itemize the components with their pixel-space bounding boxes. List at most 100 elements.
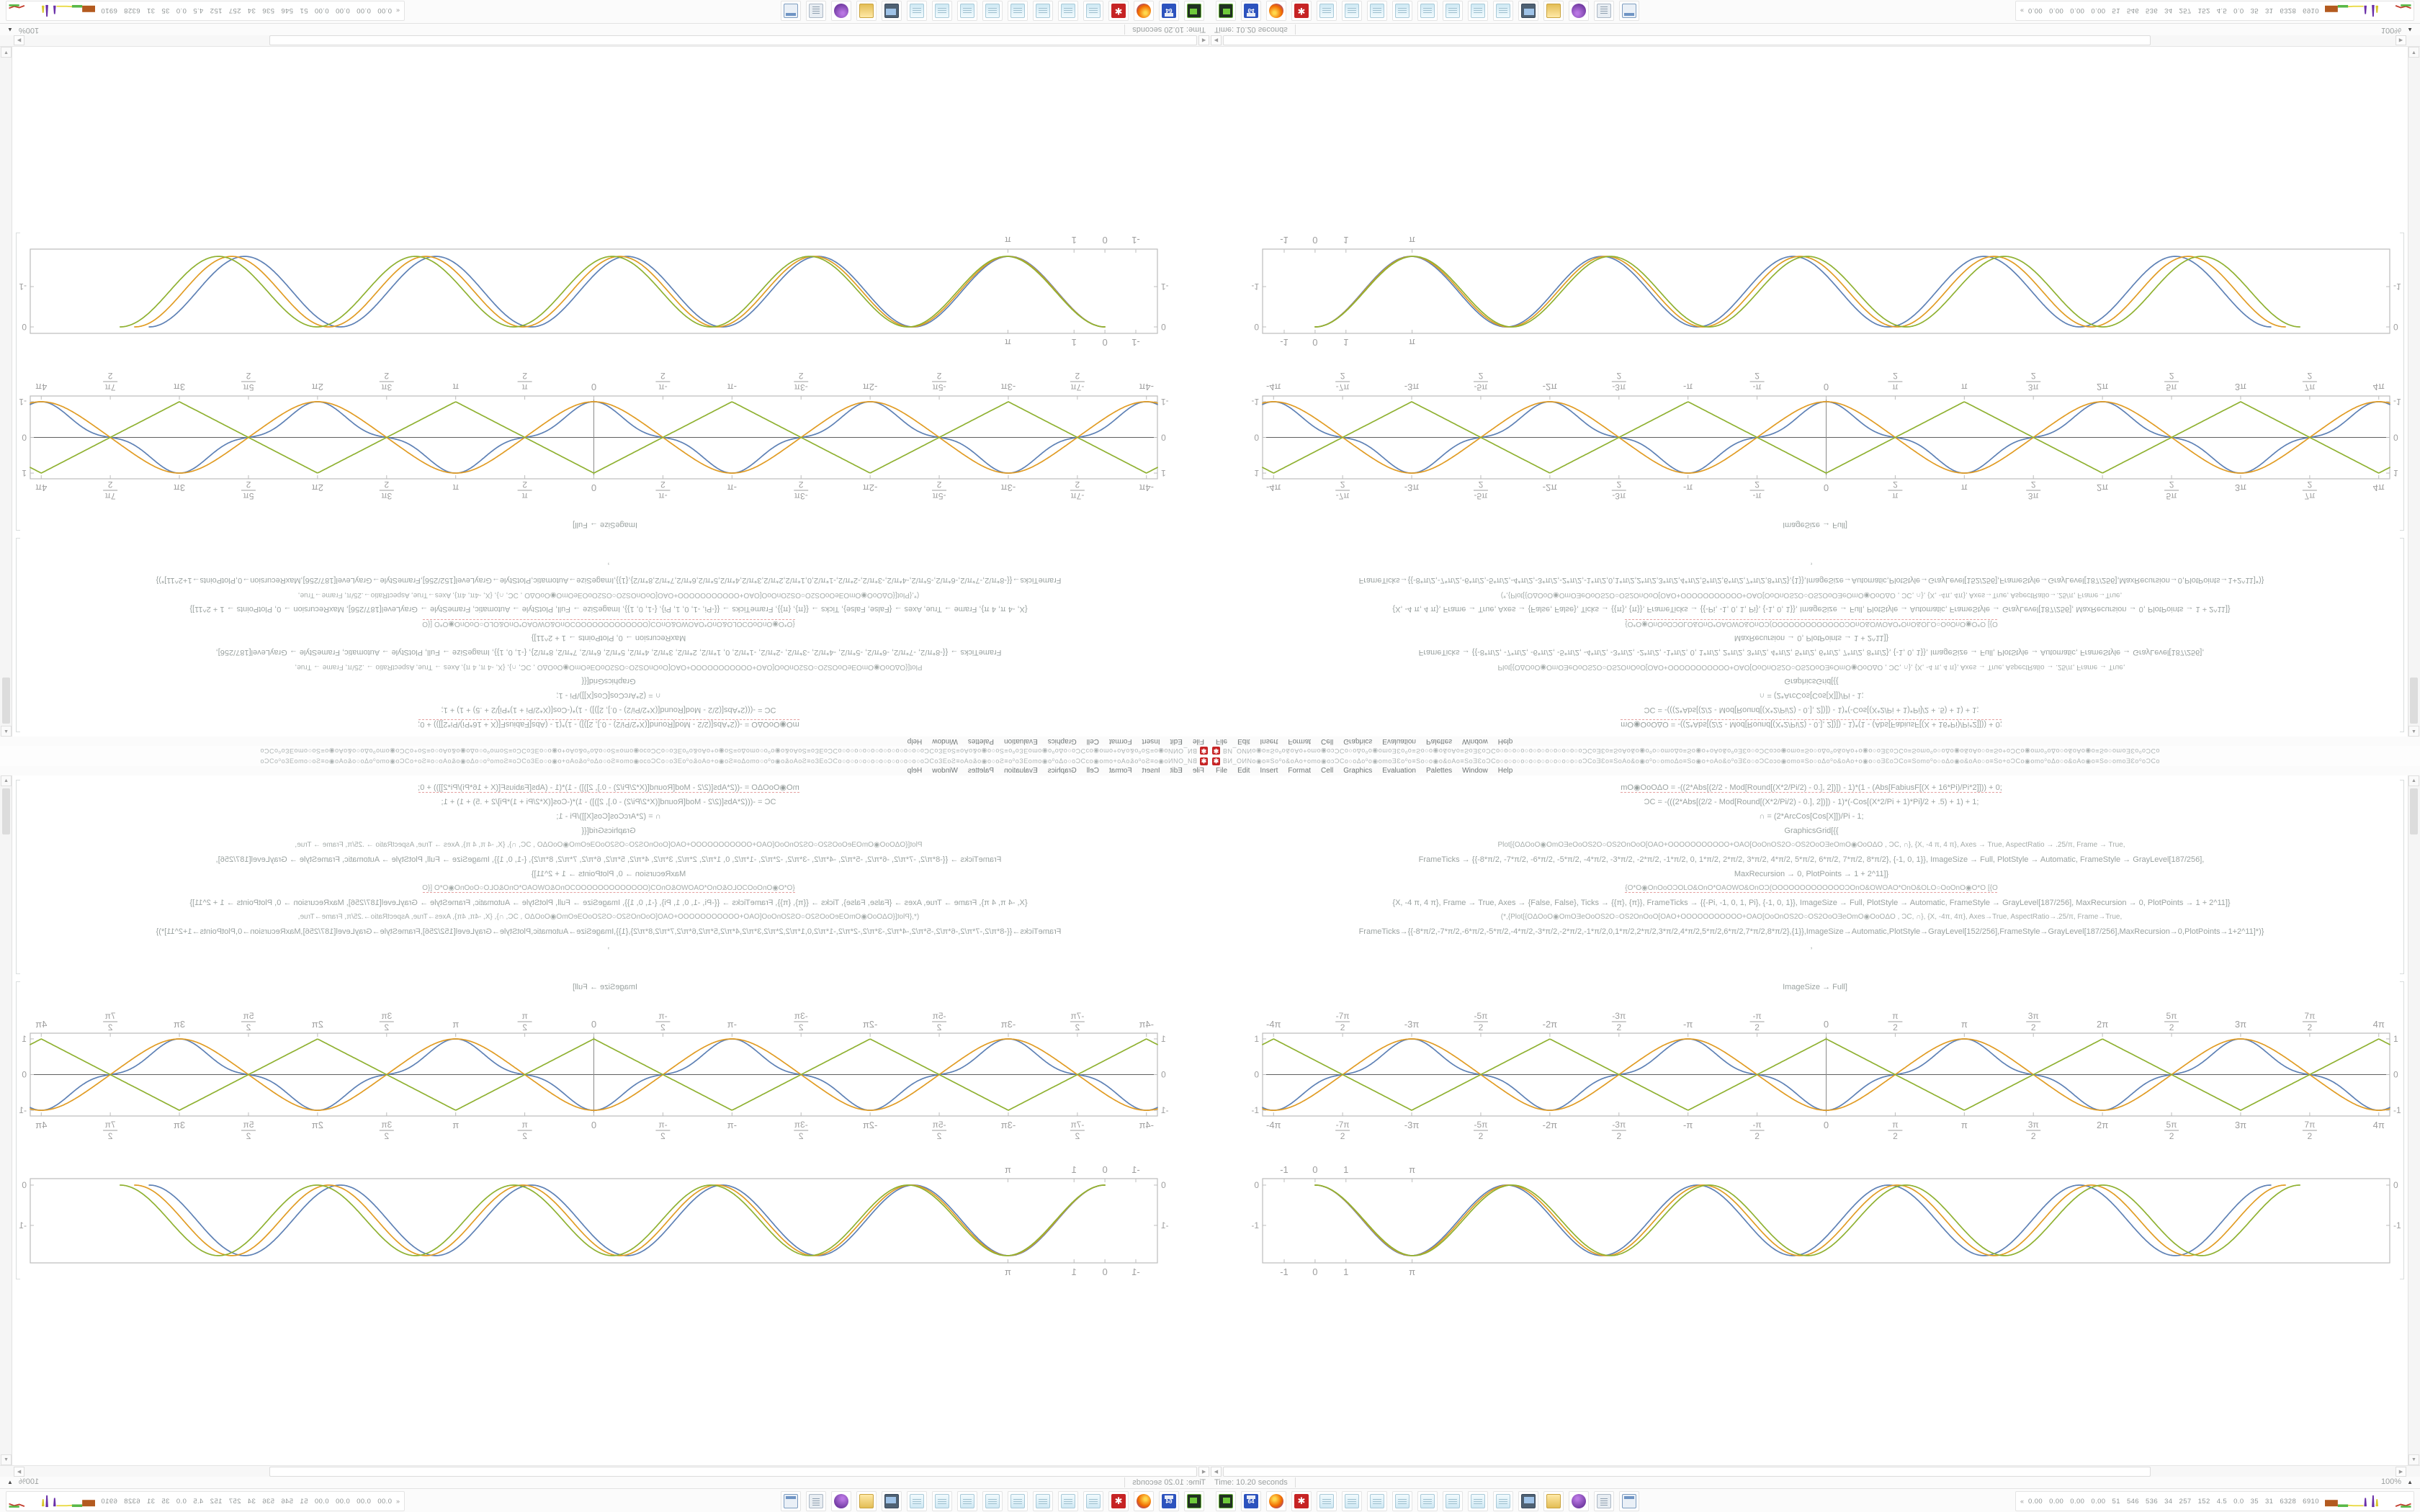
menu-evaluation[interactable]: Evaluation — [1382, 767, 1416, 775]
taskbar-icon-notepad-8[interactable] — [1493, 1491, 1513, 1511]
taskbar-icon-mathematica[interactable]: ✱ — [1291, 1491, 1312, 1511]
scroll-down-icon[interactable]: ▼ — [2408, 1454, 2419, 1465]
zoom-popup-icon[interactable]: ▲ — [2407, 27, 2413, 34]
menu-edit[interactable]: Edit — [1237, 737, 1250, 745]
taskbar-icon-folder[interactable] — [1543, 1491, 1564, 1511]
taskbar-icon-document-viewer[interactable] — [1594, 1, 1614, 21]
taskbar-icon-notepad-5[interactable] — [982, 1491, 1003, 1511]
menu-file[interactable]: File — [1216, 737, 1228, 745]
taskbar-icon-remote-desktop[interactable] — [882, 1491, 902, 1511]
menu-help[interactable]: Help — [1497, 737, 1513, 745]
magnification-control[interactable]: 100% ▲ — [2381, 1477, 2413, 1486]
tray-chevron-icon[interactable]: « — [395, 7, 400, 14]
taskbar-icon-firefox[interactable] — [1134, 1, 1154, 21]
taskbar-icon-notepad-4[interactable] — [1008, 1, 1028, 21]
tray-chevron-icon[interactable]: « — [395, 1498, 400, 1505]
vertical-scroll-thumb[interactable] — [2410, 788, 2418, 834]
magnification-control[interactable]: 100% ▲ — [2381, 26, 2413, 35]
taskbar-icon-notepad-1[interactable] — [1083, 1, 1103, 21]
notebook-content[interactable]: mO◉OoOΔO = -((2*Abs[(2/2 - Mod[Round[(X*… — [0, 775, 1210, 1465]
window-titlebar[interactable]: ✱ BИ_OИNo◉o≡So⁰o&oAo+omo◉oɔƆCo○oΔo⁰o◉omo… — [0, 746, 1210, 756]
taskbar-icon-remote-desktop[interactable] — [1518, 1, 1538, 21]
taskbar-icon-document-viewer[interactable] — [806, 1491, 826, 1511]
magnification-control[interactable]: 100% ▲ — [7, 1477, 39, 1486]
taskbar-icon-document-viewer[interactable] — [1594, 1491, 1614, 1511]
taskbar-icon-folder[interactable] — [856, 1491, 877, 1511]
menu-edit[interactable]: Edit — [1170, 767, 1183, 775]
horizontal-scrollbar[interactable]: ◀ ▶ — [1210, 1465, 2420, 1477]
taskbar-icon-hwinfo64[interactable]: 64 — [1159, 1, 1179, 21]
notebook-content[interactable]: mO◉OoOΔO = -((2*Abs[(2/2 - Mod[Round[(X*… — [1210, 47, 2420, 737]
notebook-content[interactable]: mO◉OoOΔO = -((2*Abs[(2/2 - Mod[Round[(X*… — [0, 47, 1210, 737]
menu-cell[interactable]: Cell — [1321, 767, 1334, 775]
menu-palettes[interactable]: Palettes — [1426, 737, 1453, 745]
scroll-left-icon[interactable]: ◀ — [1211, 1467, 1222, 1477]
taskbar-icon-notepad-1[interactable] — [1083, 1491, 1103, 1511]
menu-edit[interactable]: Edit — [1170, 737, 1183, 745]
scroll-down-icon[interactable]: ▼ — [1, 47, 12, 58]
taskbar-icon-firefox[interactable] — [1134, 1491, 1154, 1511]
taskbar-icon-notepad-2[interactable] — [1342, 1491, 1362, 1511]
scroll-right-icon[interactable]: ▶ — [14, 1467, 24, 1477]
taskbar-icon-notepad-3[interactable] — [1367, 1, 1387, 21]
scroll-right-icon[interactable]: ▶ — [14, 35, 24, 45]
cell-bracket-plots[interactable] — [16, 981, 20, 1279]
menu-palettes[interactable]: Palettes — [967, 767, 994, 775]
taskbar-icon-window-app[interactable] — [1619, 1491, 1639, 1511]
taskbar-icon-remote-desktop[interactable] — [882, 1, 902, 21]
horizontal-scroll-track[interactable] — [269, 1467, 1197, 1477]
tray-chevron-icon[interactable]: « — [2020, 1498, 2025, 1505]
menu-help[interactable]: Help — [907, 737, 923, 745]
vertical-scroll-thumb[interactable] — [2, 678, 10, 724]
taskbar-icon-notepad-6[interactable] — [957, 1491, 977, 1511]
menu-file[interactable]: File — [1192, 737, 1204, 745]
taskbar-icon-firefox[interactable] — [1266, 1491, 1286, 1511]
menu-window[interactable]: Window — [932, 767, 958, 775]
menu-help[interactable]: Help — [907, 767, 923, 775]
menu-help[interactable]: Help — [1497, 767, 1513, 775]
menu-evaluation[interactable]: Evaluation — [1382, 737, 1416, 745]
menu-cell[interactable]: Cell — [1086, 737, 1099, 745]
taskbar-icon-mathematica[interactable]: ✱ — [1108, 1, 1129, 21]
taskbar-icon-notepad-5[interactable] — [1417, 1, 1438, 21]
taskbar-icon-hwinfo64[interactable]: 64 — [1241, 1, 1261, 21]
cell-bracket-code[interactable] — [16, 780, 20, 974]
scroll-right-icon[interactable]: ▶ — [2396, 35, 2406, 45]
scroll-left-icon[interactable]: ◀ — [1211, 35, 1222, 45]
horizontal-scrollbar[interactable]: ◀ ▶ — [1210, 35, 2420, 47]
tray-chevron-icon[interactable]: « — [2020, 7, 2025, 14]
scroll-up-icon[interactable]: ▲ — [2408, 726, 2419, 737]
taskbar-icon-notepad-3[interactable] — [1033, 1, 1053, 21]
taskbar-icon-system-monitor[interactable] — [1184, 1, 1204, 21]
system-tray[interactable]: « 0.00 0.00 0.00 0.00 51 546 536 34 257 … — [2015, 1, 2414, 21]
window-titlebar[interactable]: ✱ BИ_OИNo◉o≡So⁰o&oAo+omo◉oɔƆCo○oΔo⁰o◉omo… — [1210, 756, 2420, 766]
magnification-control[interactable]: 100% ▲ — [7, 26, 39, 35]
menu-palettes[interactable]: Palettes — [1426, 767, 1453, 775]
horizontal-scrollbar[interactable]: ◀ ▶ — [0, 35, 1210, 47]
menu-format[interactable]: Format — [1108, 737, 1132, 745]
horizontal-scrollbar[interactable]: ◀ ▶ — [0, 1465, 1210, 1477]
horizontal-scroll-track[interactable] — [269, 35, 1197, 45]
menu-insert[interactable]: Insert — [1142, 767, 1160, 775]
taskbar-icon-folder[interactable] — [856, 1, 877, 21]
taskbar-icon-firefox[interactable] — [1266, 1, 1286, 21]
taskbar-icon-hwinfo64[interactable]: 64 — [1159, 1491, 1179, 1511]
system-tray[interactable]: « 0.00 0.00 0.00 0.00 51 546 536 34 257 … — [6, 1, 405, 21]
menu-graphics[interactable]: Graphics — [1343, 767, 1373, 775]
vertical-scrollbar[interactable]: ▲ ▼ — [2408, 47, 2420, 737]
taskbar-icon-notepad-8[interactable] — [1493, 1, 1513, 21]
menu-window[interactable]: Window — [1462, 767, 1488, 775]
vertical-scrollbar[interactable]: ▲ ▼ — [2408, 775, 2420, 1465]
taskbar-icon-notepad-7[interactable] — [1468, 1, 1488, 21]
scroll-down-icon[interactable]: ▼ — [2408, 47, 2419, 58]
scroll-up-icon[interactable]: ▲ — [1, 726, 12, 737]
taskbar-icon-purple-app[interactable] — [1569, 1, 1589, 21]
taskbar-icon-purple-app[interactable] — [1569, 1491, 1589, 1511]
cell-bracket-code[interactable] — [16, 538, 20, 732]
menu-insert[interactable]: Insert — [1142, 737, 1160, 745]
vertical-scroll-thumb[interactable] — [2, 788, 10, 834]
taskbar-icon-notepad-8[interactable] — [907, 1, 927, 21]
taskbar-icon-notepad-5[interactable] — [982, 1, 1003, 21]
taskbar-icon-notepad-4[interactable] — [1392, 1, 1412, 21]
taskbar-icon-notepad-1[interactable] — [1317, 1491, 1337, 1511]
